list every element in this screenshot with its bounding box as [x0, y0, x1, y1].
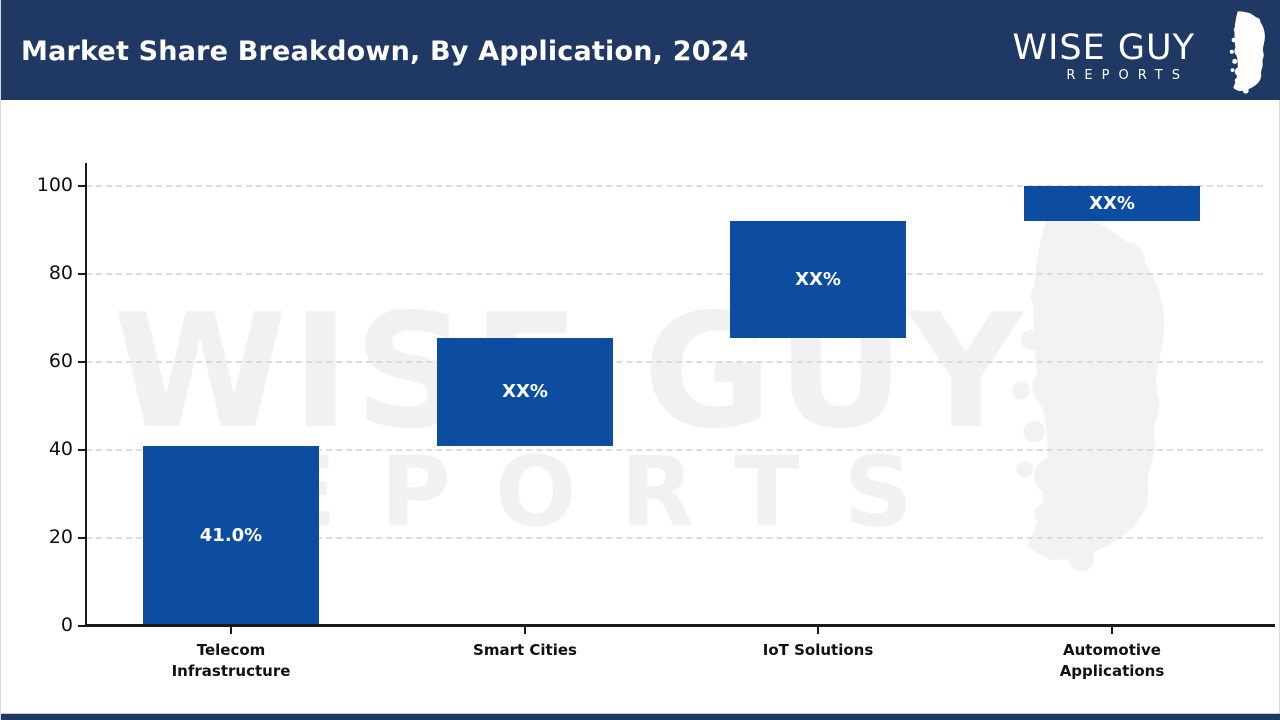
y-tick-mark-60: [78, 361, 86, 363]
y-tick-label-40: 40: [48, 438, 73, 460]
grid-line-80: [86, 273, 1263, 275]
bar-telecom-infrastructure: [143, 445, 319, 626]
bar-value-label: XX%: [1089, 193, 1135, 215]
y-tick-label-60: 60: [48, 350, 73, 372]
footer-bar: [1, 714, 1280, 720]
y-axis-spine: [85, 163, 87, 626]
bar-value-label: XX%: [795, 268, 841, 290]
header-bar: Market Share Breakdown, By Application, …: [1, 0, 1280, 100]
brand-logo-wordmark: WISE GUY: [1012, 28, 1195, 68]
category-label-1: Telecom Infrastructure: [171, 641, 291, 680]
brand-logo: WISE GUY REPORTS: [1001, 6, 1267, 96]
x-tick-mark: [524, 627, 526, 634]
x-axis-spine: [85, 624, 1275, 627]
category-label-4: Automotive Applications: [1059, 641, 1165, 680]
y-tick-mark-20: [78, 537, 86, 539]
grid-line-100: [86, 185, 1263, 187]
page-title: Market Share Breakdown, By Application, …: [21, 36, 749, 67]
y-tick-mark-100: [78, 185, 86, 187]
grid-line-60: [86, 361, 1263, 363]
y-tick-label-80: 80: [48, 262, 73, 284]
category-label-3: IoT Solutions: [762, 641, 874, 659]
y-tick-mark-0: [78, 625, 86, 627]
bar-iot-solutions: [730, 221, 906, 338]
bar-value-label: XX%: [502, 381, 548, 403]
bar-automotive-applications: [1024, 186, 1200, 222]
grid-line-40: [86, 449, 1263, 451]
y-tick-label-20: 20: [48, 526, 73, 548]
footer-divider: [1, 713, 1280, 714]
y-tick-label-100: 100: [36, 174, 73, 196]
brand-face-dots-icon: [1229, 11, 1265, 94]
y-tick-mark-80: [78, 273, 86, 275]
x-tick-mark: [817, 627, 819, 634]
bar-value-label: 41.0%: [199, 525, 263, 547]
grid-line-20: [86, 537, 1263, 539]
category-label-2: Smart Cities: [473, 641, 577, 659]
x-tick-mark: [1111, 627, 1113, 634]
y-tick-label-0: 0: [60, 614, 73, 636]
bar-smart-cities: [437, 337, 613, 446]
brand-logo-subtext: REPORTS: [1066, 68, 1189, 83]
x-tick-mark: [230, 627, 232, 634]
y-tick-mark-40: [78, 449, 86, 451]
